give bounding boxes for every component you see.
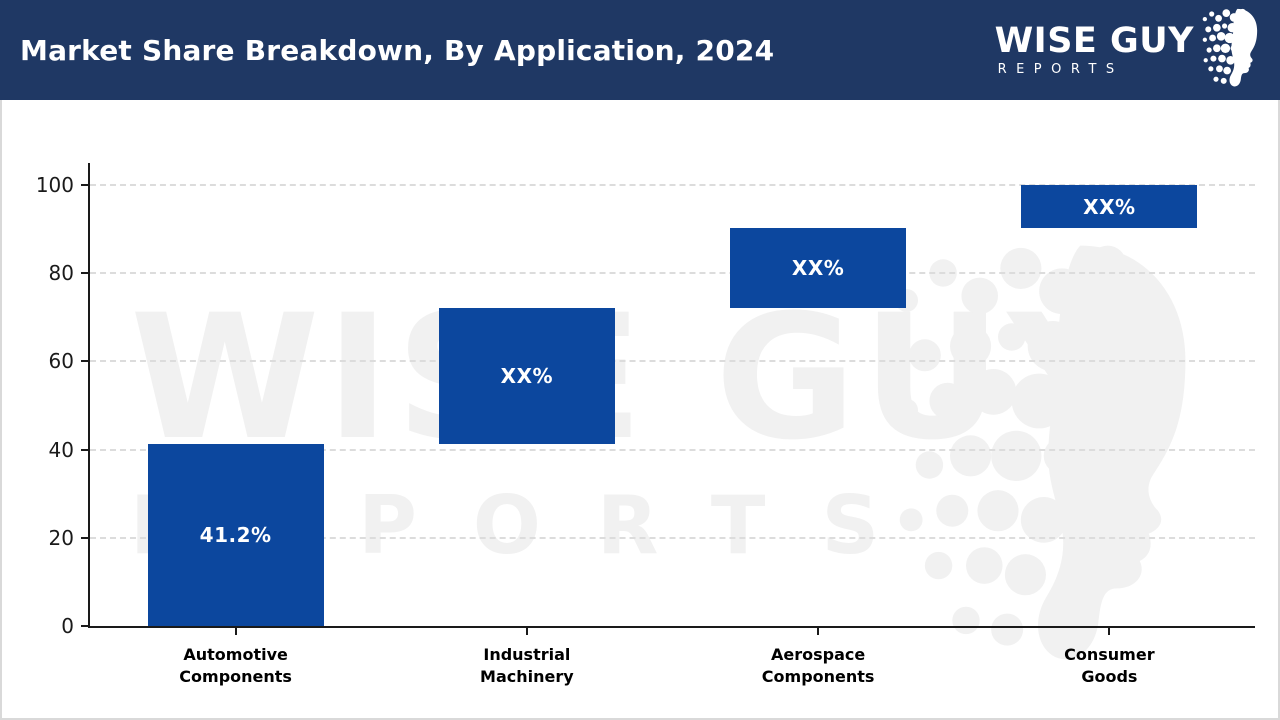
bar-industrial-machinery: XX% [438, 307, 615, 445]
y-tick-label-100: 100 [35, 173, 74, 198]
bar-consumer-goods: XX% [1021, 185, 1198, 229]
bar-automotive-components: 41.2% [147, 444, 324, 626]
bar-aerospace-components: XX% [730, 228, 907, 308]
bar-value-label-consumer-goods: XX% [1083, 194, 1136, 219]
gridline-80 [90, 272, 1255, 275]
y-tick-label-40: 40 [48, 437, 74, 462]
x-category-label-aerospace-components: Aerospace Components [761, 645, 875, 686]
plot-area: 0 20 40 60 80 100 41.2% Automotive Components XX… [36, 163, 1255, 686]
x-tick-mark-aerospace-components [817, 626, 820, 635]
x-category-label-consumer-goods: Consumer Goods [1064, 645, 1155, 686]
y-tick-mark-20 [81, 536, 88, 539]
gridline-40 [90, 448, 1255, 451]
y-tick-mark-0 [81, 625, 88, 627]
y-tick-label-0: 0 [61, 614, 74, 638]
y-tick-mark-40 [81, 448, 88, 451]
x-tick-mark-industrial-machinery [525, 626, 528, 635]
chart-title: Market Share Breakdown, By Application, … [20, 33, 775, 67]
header-bar: Market Share Breakdown, By Application, … [0, 0, 1280, 100]
y-tick-label-80: 80 [48, 261, 74, 286]
x-axis-line [88, 626, 1255, 628]
y-tick-mark-60 [81, 360, 88, 363]
brand-subname: REPORTS [997, 62, 1124, 77]
y-tick-label-20: 20 [48, 525, 74, 550]
chart-canvas: WISE GUY REPORTS 0 20 40 60 80 100 41.2% Automo… [0, 100, 1280, 720]
bar-value-label-automotive-components: 41.2% [199, 523, 272, 548]
y-tick-mark-80 [81, 272, 88, 275]
x-category-label-industrial-machinery: Industrial Machinery [480, 645, 574, 686]
gridline-60 [90, 360, 1255, 363]
brand-name: WISE GUY [994, 21, 1194, 61]
x-tick-mark-automotive-components [234, 626, 237, 635]
brand-face-icon [1202, 8, 1258, 87]
y-tick-label-60: 60 [48, 349, 74, 374]
x-tick-mark-consumer-goods [1108, 626, 1111, 635]
gridline-100 [90, 184, 1255, 187]
brand-logo-text: WISE GUY REPORTS [994, 21, 1194, 77]
gridline-20 [90, 536, 1255, 539]
y-tick-mark-100 [81, 184, 88, 187]
y-axis-line [88, 163, 90, 628]
x-category-label-automotive-components: Automotive Components [179, 645, 292, 686]
brand-logo: WISE GUY REPORTS [995, 7, 1258, 93]
bar-value-label-industrial-machinery: XX% [500, 363, 554, 388]
bar-value-label-aerospace-components: XX% [791, 255, 845, 280]
